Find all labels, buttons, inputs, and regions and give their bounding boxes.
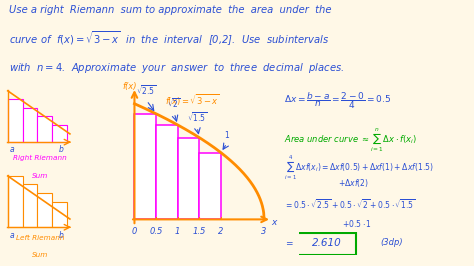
Bar	[156, 125, 178, 219]
Text: (3dp): (3dp)	[381, 238, 403, 247]
Bar	[23, 108, 37, 142]
Text: f(x): f(x)	[122, 82, 137, 91]
Text: x: x	[271, 218, 276, 227]
Text: with  $n=4$.  Approximate  your  answer  to  three  decimal  places.: with $n=4$. Approximate your answer to t…	[9, 61, 345, 75]
Text: $1$: $1$	[224, 129, 230, 140]
Text: $+0.5\cdot1$: $+0.5\cdot1$	[342, 218, 372, 229]
Text: b: b	[59, 146, 64, 154]
Text: $\Delta x=\dfrac{b-a}{n}=\dfrac{2-0}{4}=0.5$: $\Delta x=\dfrac{b-a}{n}=\dfrac{2-0}{4}=…	[283, 90, 391, 111]
Text: $\sqrt{1.5}$: $\sqrt{1.5}$	[187, 110, 208, 124]
Text: 0: 0	[132, 227, 137, 236]
Text: $f(x)=\sqrt{3-x}$: $f(x)=\sqrt{3-x}$	[165, 93, 220, 108]
Text: $\sqrt{2.5}$: $\sqrt{2.5}$	[136, 84, 157, 97]
Text: $=0.5\cdot\sqrt{2.5}+0.5\cdot\sqrt{2}+0.5\cdot\sqrt{1.5}$: $=0.5\cdot\sqrt{2.5}+0.5\cdot\sqrt{2}+0.…	[283, 197, 415, 211]
Text: 1.5: 1.5	[192, 227, 206, 236]
Bar	[178, 138, 199, 219]
Bar	[135, 114, 156, 219]
Bar	[8, 176, 23, 227]
Bar	[37, 193, 52, 227]
Bar	[52, 125, 67, 142]
Text: $\sum_{i=1}^{4}\Delta x f(x_i)=\Delta x f(0.5)+\Delta x f(1)+\Delta x f(1.5)$: $\sum_{i=1}^{4}\Delta x f(x_i)=\Delta x …	[283, 153, 433, 182]
Bar	[37, 117, 52, 142]
Text: Right Riemann: Right Riemann	[13, 155, 67, 161]
Bar	[52, 202, 67, 227]
Bar	[8, 99, 23, 142]
Text: b: b	[59, 231, 64, 239]
Text: 1: 1	[175, 227, 181, 236]
Text: 2: 2	[218, 227, 224, 236]
Text: $\sqrt{2}$: $\sqrt{2}$	[167, 96, 181, 110]
Text: a: a	[9, 231, 14, 239]
Text: Sum: Sum	[32, 173, 48, 179]
Text: 0.5: 0.5	[149, 227, 163, 236]
Text: $=$: $=$	[283, 238, 294, 247]
Bar	[23, 185, 37, 227]
Text: Area under curve $\approx\sum_{i=1}^{n}\Delta x\cdot f(x_i)$: Area under curve $\approx\sum_{i=1}^{n}\…	[283, 126, 417, 153]
Text: a: a	[9, 146, 14, 154]
Bar	[199, 153, 221, 219]
Text: Left Riemann: Left Riemann	[16, 235, 64, 241]
Text: $+\Delta x f(2)$: $+\Delta x f(2)$	[338, 177, 369, 189]
Text: Use a right  Riemann  sum to approximate  the  area  under  the: Use a right Riemann sum to approximate t…	[9, 5, 332, 15]
Text: Sum: Sum	[32, 252, 48, 258]
Text: curve of  $f(x)=\sqrt{3-x}$  in  the  interval  [0,2].  Use  subintervals: curve of $f(x)=\sqrt{3-x}$ in the interv…	[9, 29, 330, 48]
Text: 3: 3	[262, 227, 267, 236]
